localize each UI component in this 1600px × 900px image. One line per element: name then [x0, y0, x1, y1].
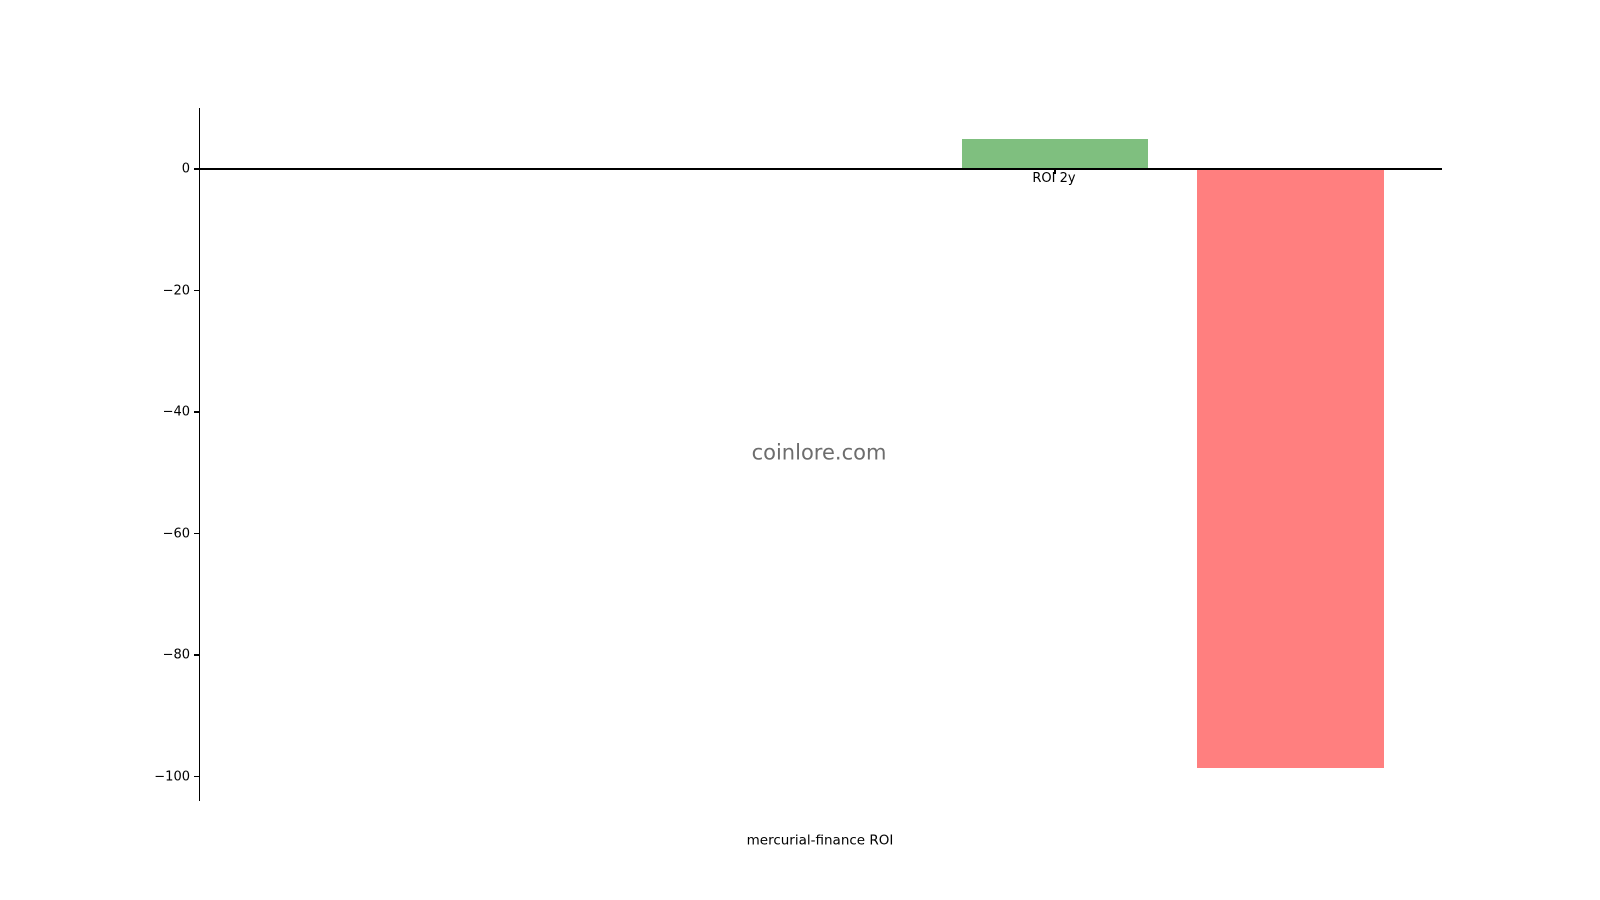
y-axis-spine: [199, 108, 201, 801]
bar-roi-2y: [962, 138, 1148, 169]
y-tick-label: −20: [162, 283, 190, 298]
y-tick-mark: [194, 411, 199, 413]
y-tick-label: −80: [162, 647, 190, 663]
y-tick-mark: [194, 775, 199, 778]
y-tick-label: −40: [162, 404, 190, 420]
x-axis-title: mercurial-finance ROI: [746, 832, 894, 849]
y-tick-label: −100: [154, 769, 190, 784]
x-tick-label: ROI 2y: [1032, 171, 1076, 186]
y-tick-mark: [194, 168, 199, 170]
y-tick-mark: [194, 654, 199, 656]
watermark: coinlore.com: [751, 440, 887, 465]
zero-baseline: [199, 168, 1442, 170]
y-tick-mark: [194, 532, 199, 535]
bar-category-2: [1197, 169, 1384, 768]
y-tick-mark: [194, 289, 199, 292]
y-tick-label: −60: [162, 526, 190, 541]
y-tick-label: 0: [181, 161, 190, 177]
x-tick-mark: [1054, 169, 1056, 174]
